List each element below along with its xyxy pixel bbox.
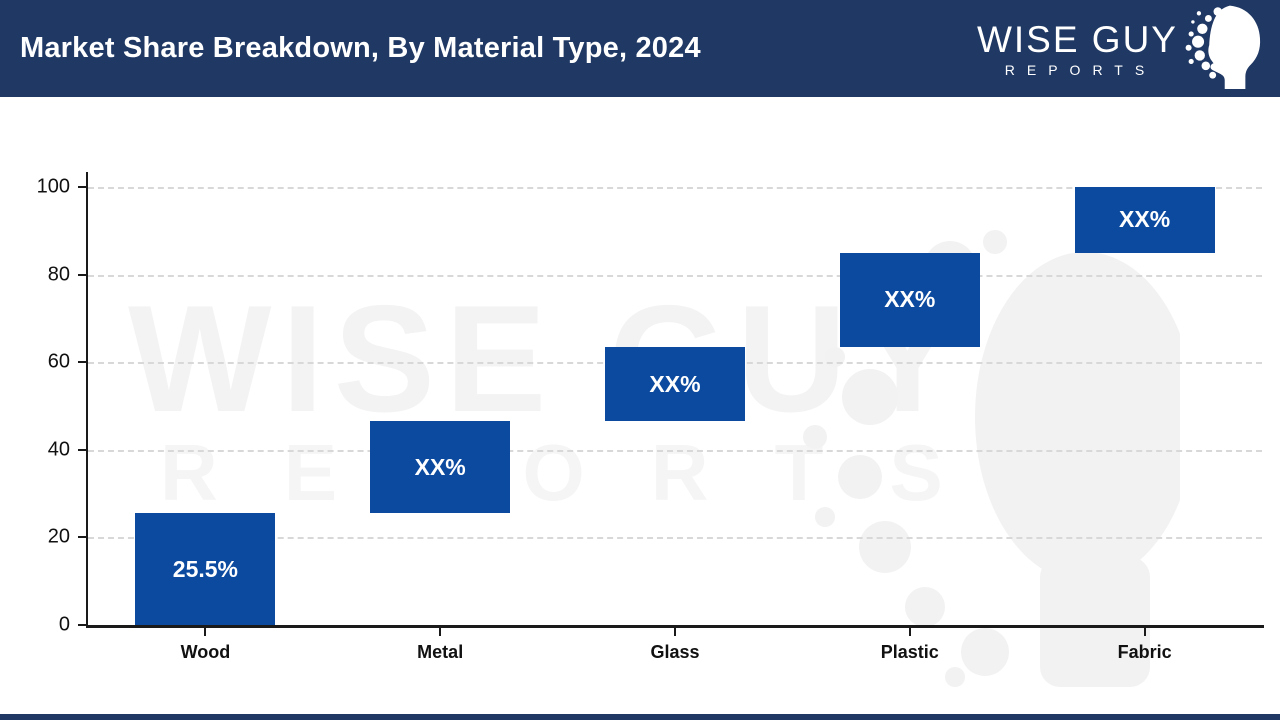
- chart-area: WISE GUY REPORTS 0 20 40 60 80 100 25.5% Wood XX…: [0, 97, 1280, 714]
- brand-subtitle: REPORTS: [1004, 61, 1157, 78]
- x-tick-mark: [674, 628, 676, 636]
- x-axis: [86, 625, 1264, 628]
- x-tick-mark: [204, 628, 207, 636]
- x-tick-label-wood: Wood: [180, 642, 231, 662]
- x-tick-label-metal: Metal: [417, 642, 464, 662]
- bar-wood: 25.5%: [135, 513, 276, 625]
- y-tick-mark: [78, 536, 86, 539]
- y-tick-mark: [78, 448, 86, 451]
- dotted-head-icon: [1180, 3, 1266, 94]
- bar-value-label: XX%: [1119, 206, 1171, 233]
- gridline: [88, 187, 1262, 189]
- plot-area: 0 20 40 60 80 100 25.5% Wood XX% Metal XX% Glass XX%…: [37, 176, 1262, 662]
- brand-name: WISE GUY: [976, 18, 1178, 60]
- bar-metal: XX%: [370, 421, 511, 514]
- y-tick-label: 80: [47, 263, 70, 286]
- y-tick-mark: [78, 186, 86, 188]
- bar-value-label: 25.5%: [172, 555, 238, 582]
- y-tick-label: 100: [36, 175, 70, 198]
- brand-logo-text: WISE GUY REPORTS: [976, 18, 1178, 78]
- y-tick-mark: [78, 361, 86, 364]
- x-tick-mark: [908, 628, 911, 636]
- footer-strip: [0, 714, 1280, 720]
- y-tick-label: 60: [47, 350, 70, 373]
- x-tick-label-fabric: Fabric: [1117, 642, 1172, 662]
- gridline: [88, 449, 1262, 452]
- bar-glass: XX%: [605, 346, 745, 422]
- gridline: [88, 537, 1262, 540]
- y-tick-label: 20: [47, 525, 70, 548]
- bar-value-label: XX%: [414, 453, 466, 480]
- gridline: [88, 274, 1262, 277]
- brand-logo: WISE GUY REPORTS: [977, 3, 1280, 94]
- x-tick-mark: [439, 628, 442, 636]
- bar-value-label: XX%: [649, 370, 701, 397]
- y-tick-mark: [78, 624, 86, 626]
- y-tick-mark: [78, 273, 86, 276]
- bar-fabric: XX%: [1074, 187, 1215, 253]
- x-tick-label-glass: Glass: [650, 642, 700, 662]
- bar-value-label: XX%: [884, 286, 936, 313]
- x-tick-mark: [1143, 628, 1146, 636]
- y-axis: [86, 172, 88, 627]
- page-title: Market Share Breakdown, By Material Type…: [20, 32, 701, 64]
- header-bar: Market Share Breakdown, By Material Type…: [0, 0, 1280, 97]
- bar-plastic: XX%: [839, 252, 980, 347]
- y-tick-label: 0: [58, 613, 70, 636]
- y-tick-label: 40: [47, 438, 70, 461]
- watermark-text-1: WISE GUY: [128, 274, 969, 444]
- x-tick-label-plastic: Plastic: [880, 642, 939, 662]
